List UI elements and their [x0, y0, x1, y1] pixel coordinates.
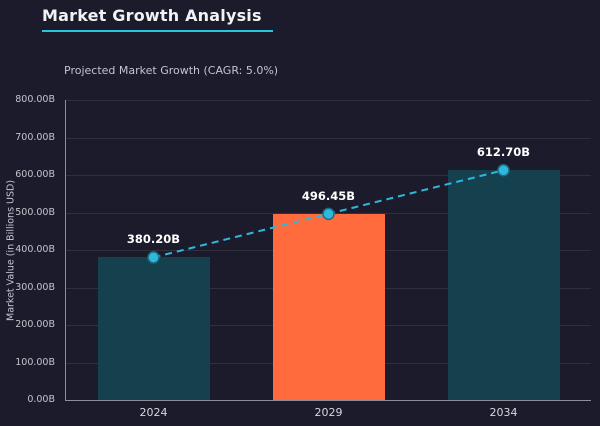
- value-label-2029: 496.45B: [301, 188, 356, 203]
- x-tick-label-2029: 2029: [314, 406, 343, 419]
- marker-2029: [322, 207, 335, 221]
- bar-2034: [447, 170, 560, 400]
- trend-line-overlay: [147, 163, 510, 264]
- gridline: [66, 100, 591, 101]
- x-tick-label-2034: 2034: [489, 406, 518, 419]
- title-underline: [42, 30, 273, 32]
- gridline: [66, 137, 591, 139]
- y-tick-label: 700.00B: [15, 131, 55, 143]
- x-tick-label-2024: 2024: [139, 406, 168, 419]
- y-tick-label: 600.00B: [15, 169, 55, 180]
- bar-series: [66, 100, 591, 400]
- chart-title: Market Growth Analysis: [42, 6, 262, 25]
- chart-subtitle: Projected Market Growth (CAGR: 5.0%): [64, 64, 279, 77]
- bar-2029: [272, 213, 385, 400]
- y-tick-label: 100.00B: [15, 356, 55, 368]
- bar-2024: [97, 257, 210, 400]
- value-label-2034: 612.70B: [476, 145, 531, 160]
- y-tick-label: 200.00B: [15, 319, 55, 330]
- x-axis-tick-labels: 2024 2029 2034: [66, 400, 591, 424]
- marker-2024: [147, 251, 160, 264]
- y-tick-label: 0.00B: [27, 394, 55, 405]
- value-labels: 380.20B 496.45B 612.70B: [66, 100, 591, 400]
- plot-area: 0.00B 100.00B 200.00B 300.00B 400.00B 500.00B…: [15, 94, 591, 419]
- y-tick-label: 500.00B: [15, 206, 55, 218]
- y-axis-tick-labels: 0.00B 100.00B 200.00B 300.00B 400.00B 500.00B…: [2, 94, 59, 405]
- marker-2034: [497, 163, 510, 177]
- gridline: [66, 175, 591, 176]
- y-tick-label: 800.00B: [15, 94, 55, 105]
- y-tick-label: 300.00B: [15, 281, 55, 293]
- y-tick-label: 400.00B: [15, 244, 55, 255]
- value-label-2024: 380.20B: [126, 232, 181, 247]
